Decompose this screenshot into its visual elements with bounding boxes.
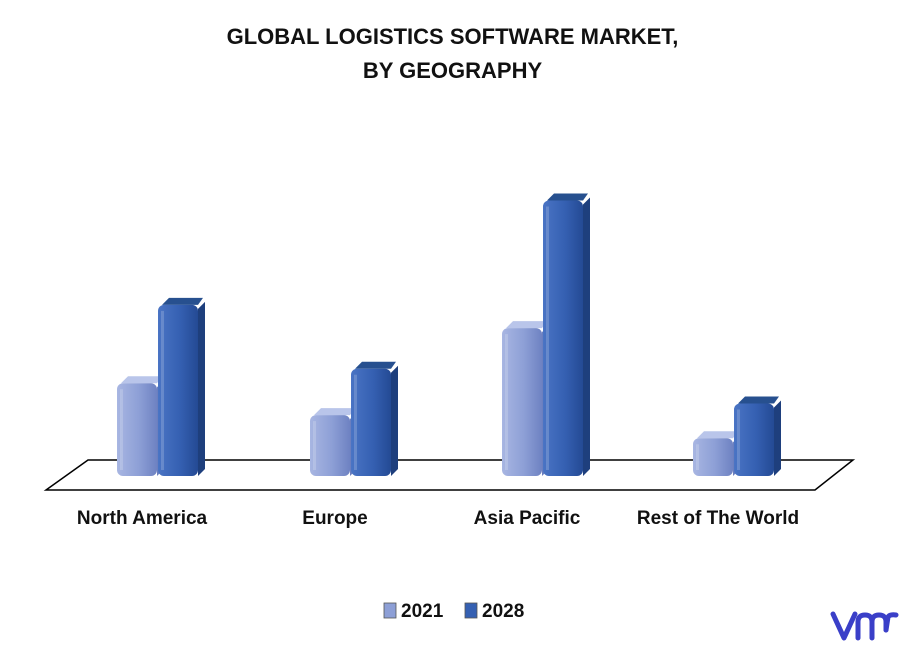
vmr-logo (830, 611, 899, 641)
bar-2021-north-america (117, 376, 164, 476)
bars-group (117, 193, 781, 476)
bar-2028-asia-pacific (543, 193, 590, 476)
legend-swatch-2021 (383, 602, 397, 619)
chart-floor (43, 459, 856, 491)
bar-2021-rest-of-the-world (693, 431, 740, 476)
x-tick-label: Europe (302, 508, 367, 529)
chart-title-line-2: BY GEOGRAPHY (362, 58, 543, 83)
chart-title-line-1: GLOBAL LOGISTICS SOFTWARE MARKET, (226, 24, 679, 49)
chart-title: GLOBAL LOGISTICS SOFTWARE MARKET, BY GEO… (0, 20, 905, 88)
x-tick-label: Asia Pacific (474, 508, 581, 529)
bar-2021-asia-pacific (502, 321, 549, 476)
bar-2021-europe (310, 408, 357, 476)
x-tick-label: Rest of The World (637, 508, 799, 529)
x-axis-labels: North America Europe Asia Pacific Rest of T… (77, 508, 799, 529)
legend-label-2028: 2028 (482, 601, 524, 622)
x-tick-label: North America (77, 508, 208, 529)
legend-swatch-2028 (464, 602, 478, 619)
legend: 2021 2028 (383, 601, 524, 622)
bar-2028-rest-of-the-world (734, 396, 781, 476)
legend-label-2021: 2021 (401, 601, 444, 622)
bar-2028-north-america (158, 297, 205, 476)
bar-2028-europe (351, 361, 398, 476)
